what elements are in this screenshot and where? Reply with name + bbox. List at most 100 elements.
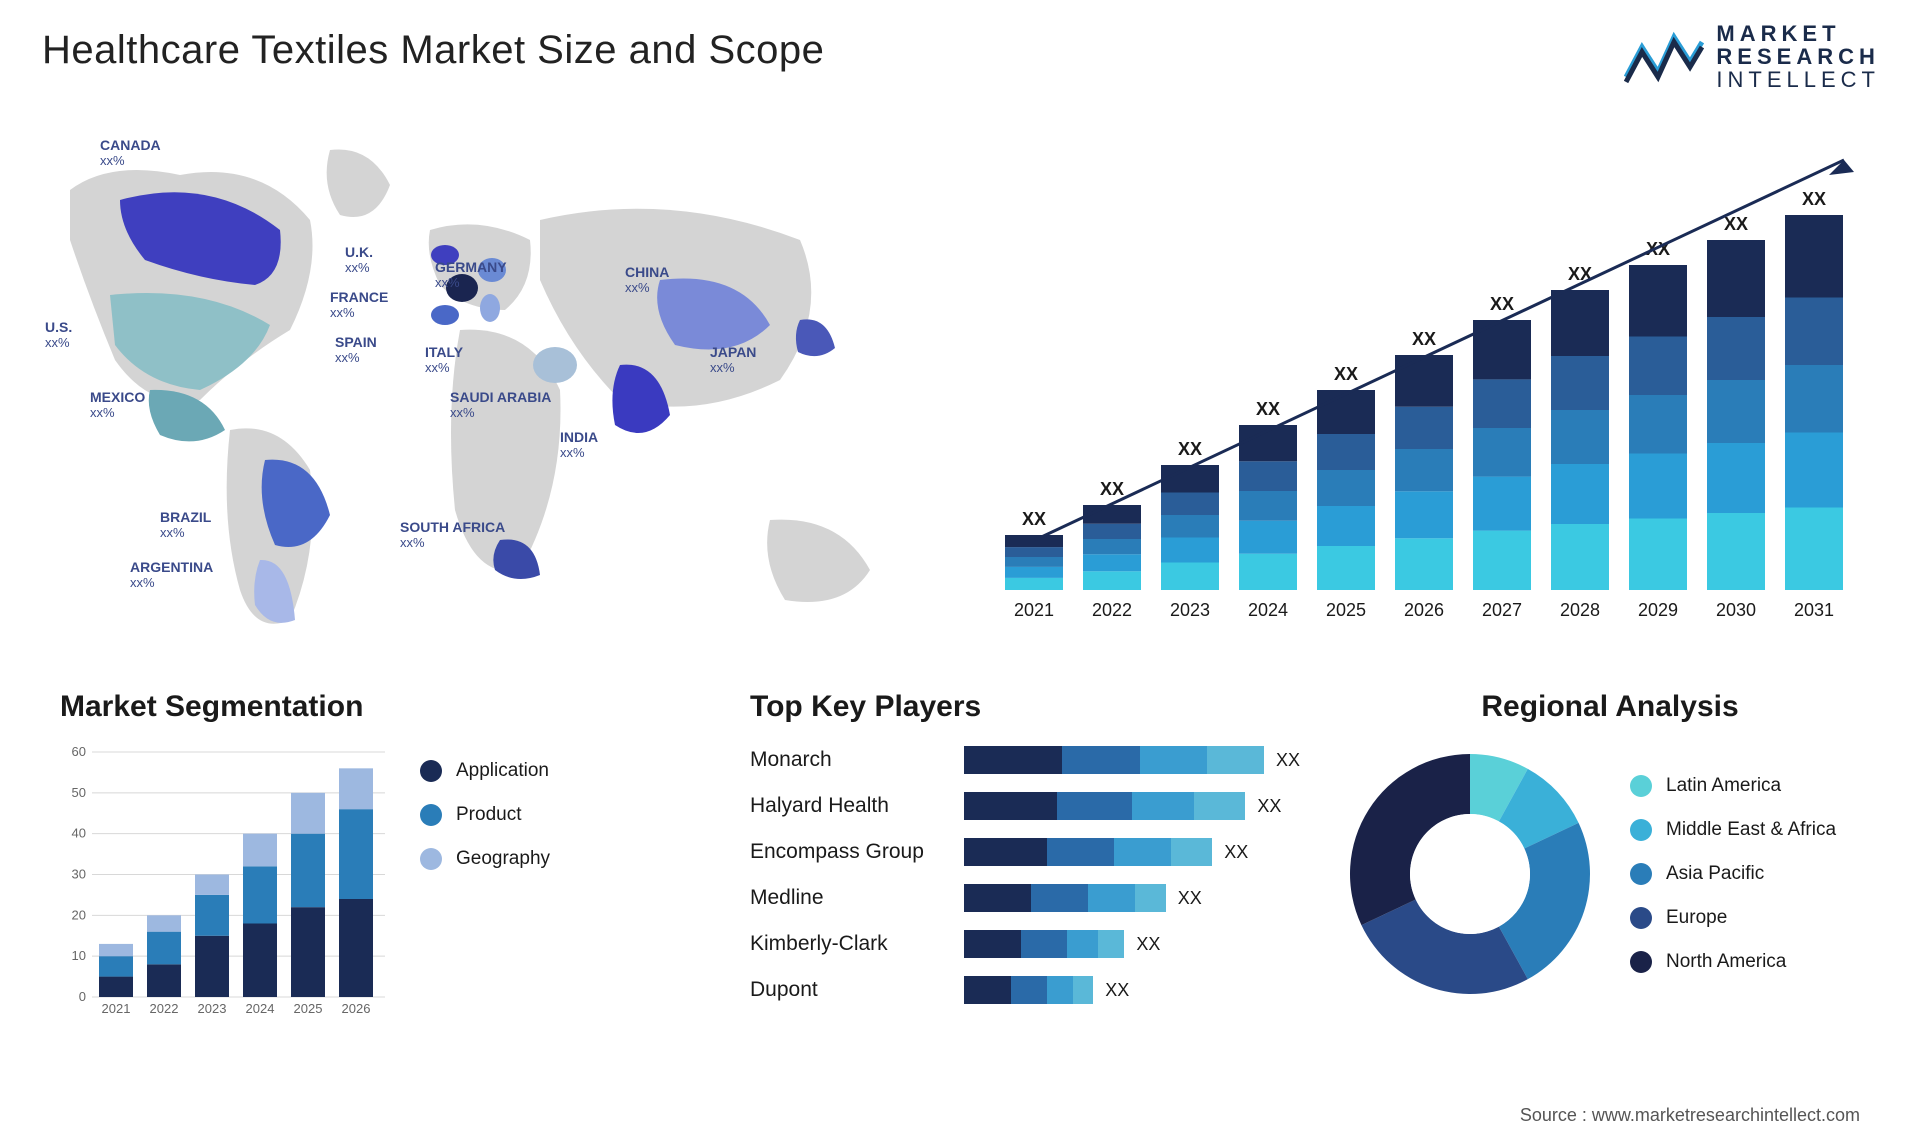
main-bar-year: 2028 [1560, 600, 1600, 620]
map-label-argentina: ARGENTINAxx% [130, 560, 213, 591]
player-bar-seg [964, 792, 1057, 820]
legend-dot [420, 804, 442, 826]
seg-bar-seg [291, 907, 325, 997]
main-bar-seg [1083, 539, 1141, 554]
main-bar-seg [1707, 513, 1765, 590]
segmentation-panel: Market Segmentation 01020304050602021202… [60, 690, 580, 1022]
main-bar-seg [1395, 449, 1453, 491]
main-bar-seg [1473, 477, 1531, 531]
player-bar-seg [1098, 930, 1124, 958]
seg-legend-item: Geography [420, 848, 550, 870]
legend-label: Product [456, 804, 521, 826]
logo-line1: MARKET [1716, 22, 1880, 45]
main-bar-value: XX [1724, 214, 1748, 234]
page-title: Healthcare Textiles Market Size and Scop… [42, 28, 824, 73]
legend-label: Middle East & Africa [1666, 819, 1836, 841]
region-legend-item: Middle East & Africa [1630, 819, 1836, 841]
main-bar-seg [1707, 240, 1765, 317]
region-legend-item: Asia Pacific [1630, 863, 1836, 885]
main-bar-year: 2022 [1092, 600, 1132, 620]
main-bar-seg [1551, 290, 1609, 356]
map-mexico [149, 390, 225, 442]
main-bar-seg [1005, 535, 1063, 547]
main-bar-year: 2031 [1794, 600, 1834, 620]
seg-bar-seg [243, 924, 277, 998]
main-bar-seg [1785, 365, 1843, 433]
main-bar-year: 2026 [1404, 600, 1444, 620]
player-name: Encompass Group [750, 838, 950, 866]
main-bar-seg [1317, 390, 1375, 434]
player-name: Medline [750, 884, 950, 912]
player-value: XX [1105, 980, 1129, 1001]
svg-text:2022: 2022 [150, 1001, 179, 1016]
legend-dot [1630, 775, 1652, 797]
main-bar-seg [1785, 508, 1843, 591]
svg-text:20: 20 [72, 907, 86, 922]
seg-bar-seg [339, 899, 373, 997]
seg-bar-seg [147, 915, 181, 931]
main-bar-year: 2030 [1716, 600, 1756, 620]
player-value: XX [1257, 796, 1281, 817]
svg-text:10: 10 [72, 948, 86, 963]
map-label-south-africa: SOUTH AFRICAxx% [400, 520, 505, 551]
map-label-india: INDIAxx% [560, 430, 598, 461]
player-bar-seg [1067, 930, 1098, 958]
player-name: Monarch [750, 746, 950, 774]
seg-bar-seg [147, 932, 181, 965]
svg-text:60: 60 [72, 744, 86, 759]
player-bar-seg [1194, 792, 1246, 820]
main-bar-seg [1083, 524, 1141, 539]
map-spain [431, 305, 459, 325]
player-bar-seg [1171, 838, 1212, 866]
seg-legend-item: Product [420, 804, 550, 826]
main-bar-seg [1239, 461, 1297, 491]
donut-chart [1340, 744, 1600, 1004]
main-bar-value: XX [1022, 509, 1046, 529]
legend-label: Geography [456, 848, 550, 870]
main-bar-seg [1005, 578, 1063, 590]
seg-bar-seg [339, 809, 373, 899]
main-bar-seg [1785, 298, 1843, 366]
main-bar-seg [1161, 465, 1219, 493]
player-bar-seg [1047, 838, 1114, 866]
main-bar-value: XX [1490, 294, 1514, 314]
player-bar-seg [964, 746, 1062, 774]
player-name: Halyard Health [750, 792, 950, 820]
main-bar-seg [1161, 563, 1219, 591]
main-bar-year: 2021 [1014, 600, 1054, 620]
map-italy [480, 294, 500, 322]
seg-bar-seg [243, 866, 277, 923]
main-bar-year: 2023 [1170, 600, 1210, 620]
segmentation-title: Market Segmentation [60, 690, 580, 724]
player-names: Monarch Halyard Health Encompass Group Medl… [750, 746, 950, 1004]
main-bar-seg [1785, 215, 1843, 298]
seg-bar-seg [195, 875, 229, 895]
main-bar-seg [1005, 557, 1063, 567]
main-bar-seg [1473, 531, 1531, 590]
brand-logo: MARKET RESEARCH INTELLECT [1624, 22, 1880, 91]
main-bar-seg [1551, 524, 1609, 590]
map-label-spain: SPAINxx% [335, 335, 377, 366]
main-bar-seg [1395, 407, 1453, 449]
player-bar-seg [1031, 884, 1088, 912]
main-bar-seg [1317, 434, 1375, 470]
map-saudi [533, 347, 577, 383]
player-bar-row: XX [964, 792, 1310, 820]
legend-dot [1630, 863, 1652, 885]
main-bar-seg [1707, 380, 1765, 443]
logo-icon [1624, 27, 1704, 87]
map-label-saudi-arabia: SAUDI ARABIAxx% [450, 390, 551, 421]
seg-bar-seg [147, 964, 181, 997]
player-bar-seg [1021, 930, 1068, 958]
main-bar-seg [1785, 433, 1843, 508]
player-bar-seg [1073, 976, 1094, 1004]
main-bar-seg [1083, 554, 1141, 571]
main-bar-value: XX [1178, 439, 1202, 459]
legend-dot [1630, 819, 1652, 841]
player-bar-seg [1132, 792, 1194, 820]
map-label-france: FRANCExx% [330, 290, 388, 321]
seg-bar-seg [291, 793, 325, 834]
player-bar-seg [964, 838, 1047, 866]
main-bar-year: 2024 [1248, 600, 1288, 620]
logo-line2: RESEARCH [1716, 45, 1880, 68]
